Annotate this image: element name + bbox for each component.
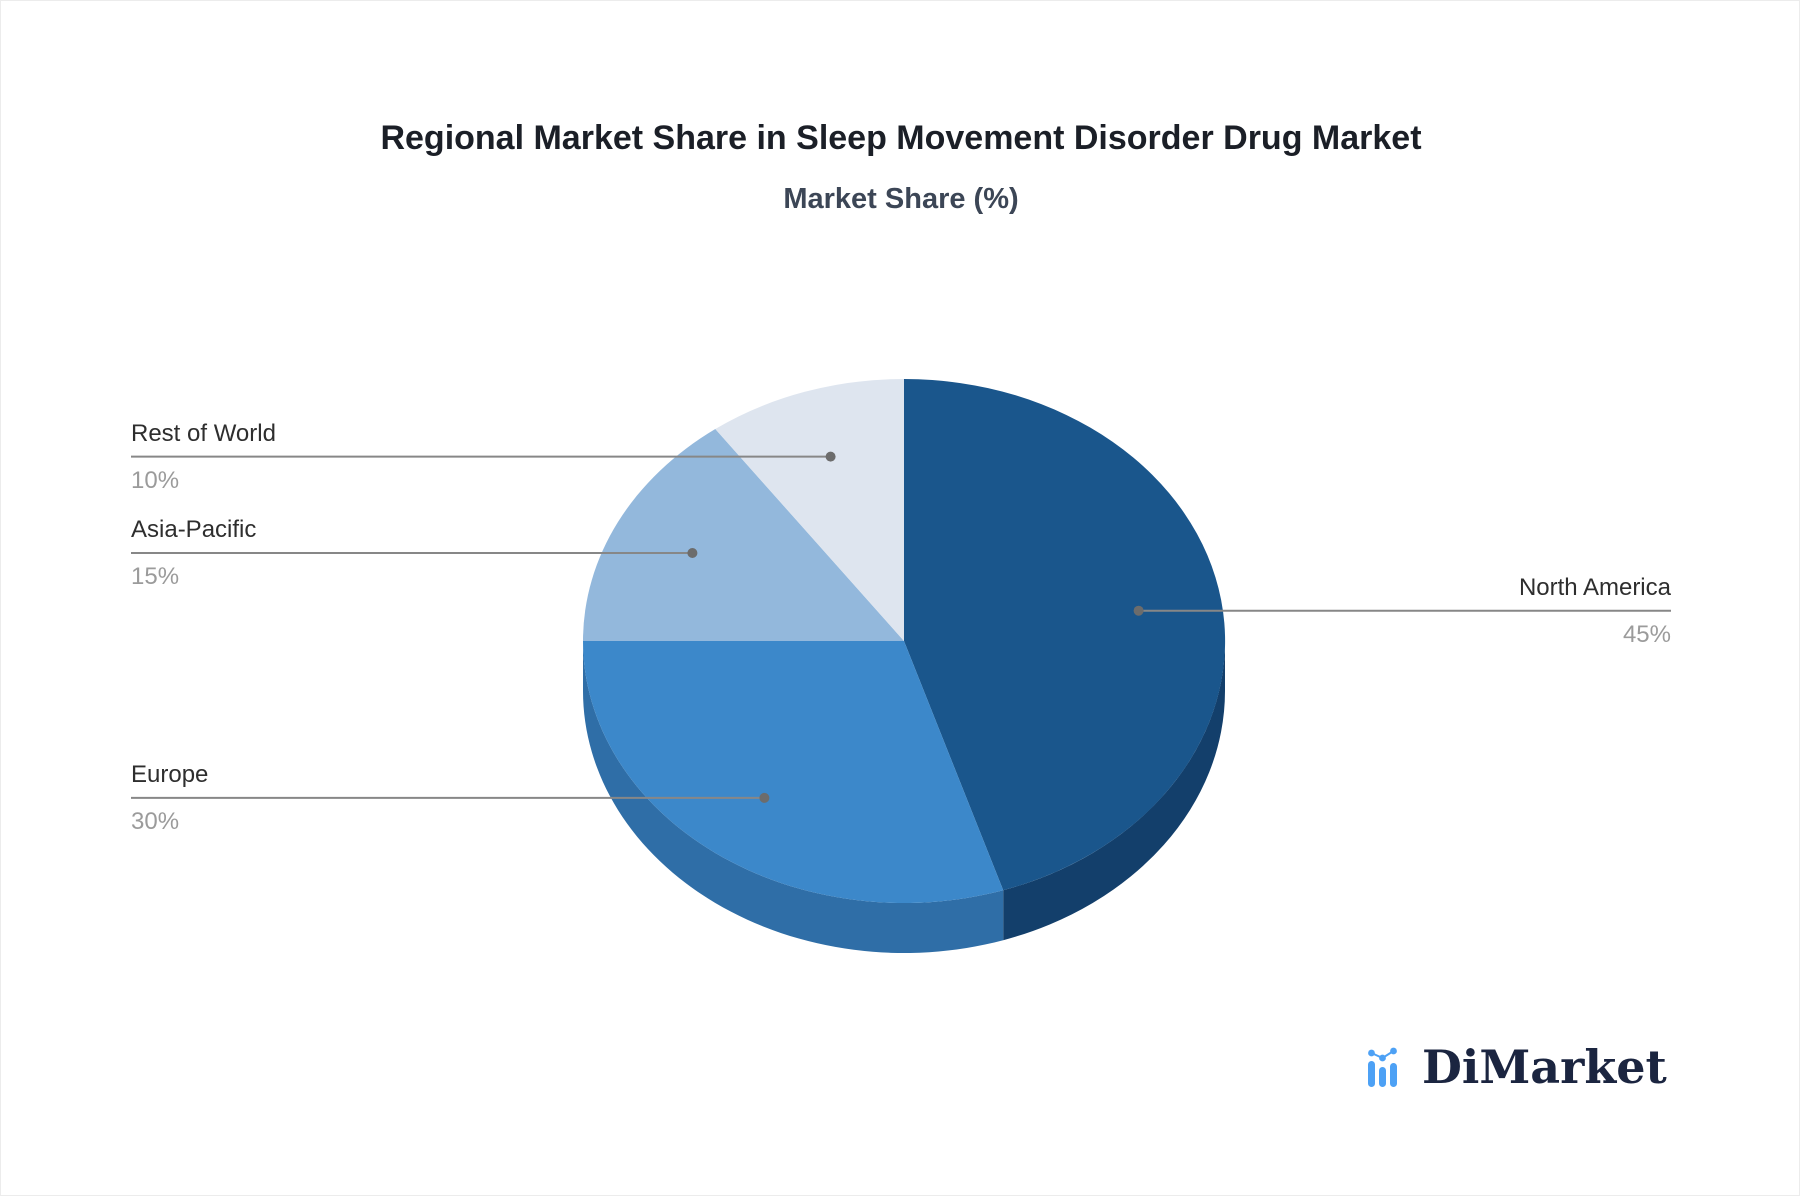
leader-dot-north-america	[1133, 605, 1144, 616]
pie-slice-europe[interactable]	[583, 641, 1004, 904]
slice-label-asia-pacific: Asia-Pacific	[131, 515, 257, 543]
bar-line-chart-icon	[1368, 1047, 1397, 1087]
slice-value-asia-pacific: 15%	[131, 562, 180, 590]
dimarket-logo-text: DiMarket	[1422, 1040, 1667, 1094]
slice-label-europe: Europe	[131, 760, 209, 788]
pie-slice-asia-pacific[interactable]	[582, 429, 904, 641]
slice-value-rest-of-world: 10%	[131, 466, 180, 494]
pie-slice-rest-of-world[interactable]	[715, 379, 904, 641]
pie-slice-side-europe	[583, 641, 1004, 954]
chart-title: Regional Market Share in Sleep Movement …	[380, 119, 1422, 157]
leader-dot-rest-of-world	[825, 451, 836, 462]
slice-label-north-america: North America	[1518, 573, 1671, 601]
leader-dot-europe	[759, 792, 770, 803]
slice-label-rest-of-world: Rest of World	[131, 419, 276, 447]
dimarket-logo: DiMarket	[1365, 1039, 1667, 1095]
slice-value-europe: 30%	[131, 807, 180, 835]
slice-value-north-america: 45%	[1622, 620, 1671, 648]
leader-dot-asia-pacific	[687, 548, 698, 558]
pie-slice-side-north-america	[1003, 641, 1225, 941]
pie-slice-north-america[interactable]	[904, 378, 1226, 891]
chart-subtitle: Market Share (%)	[783, 183, 1019, 215]
